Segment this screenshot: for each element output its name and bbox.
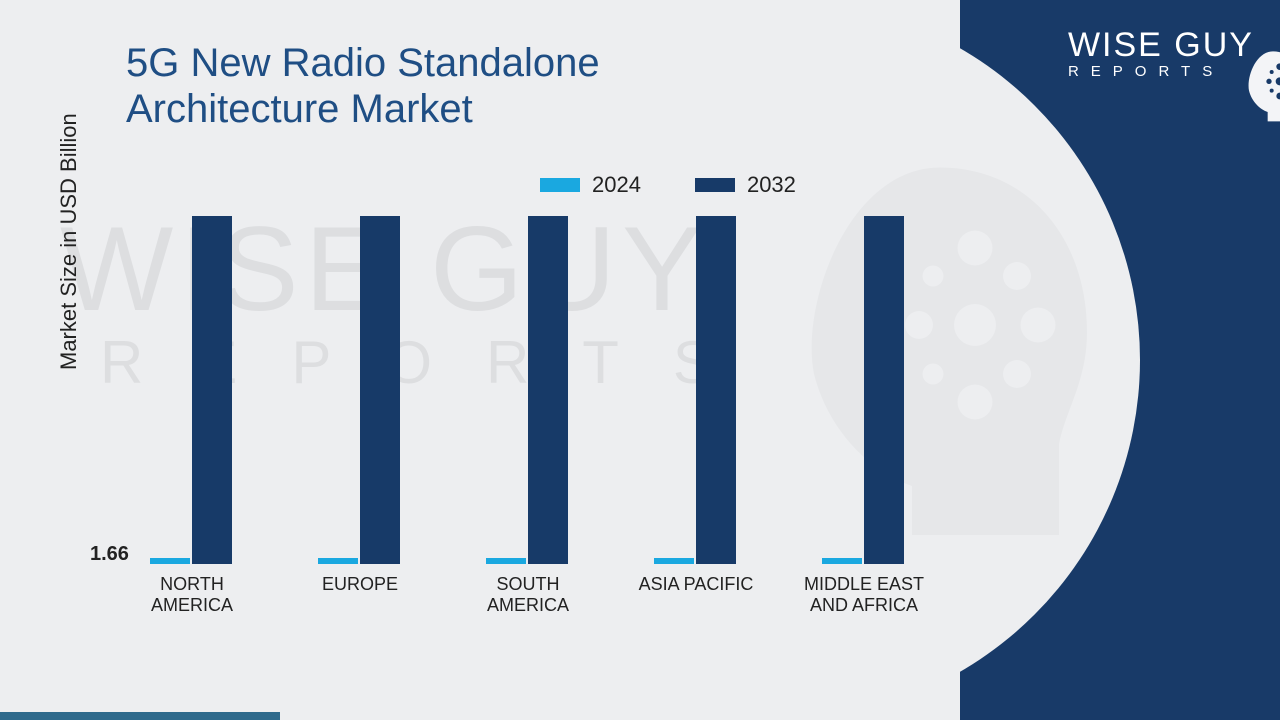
x-axis-label: EUROPE — [290, 574, 430, 595]
legend-swatch-2032 — [695, 178, 735, 192]
brand-logo: WISE GUY REPORTS — [1068, 26, 1254, 81]
bar-2032 — [864, 216, 904, 564]
bar-2032 — [696, 216, 736, 564]
first-bar-value-label: 1.66 — [90, 543, 129, 566]
chart-canvas: WISE GUY REPORTS 5G New Radio Standalone… — [0, 0, 1280, 720]
brand-line1: WISE GUY — [1068, 26, 1254, 65]
bar-2024 — [486, 558, 526, 564]
brand-head-icon — [1238, 48, 1280, 128]
legend-item-2024: 2024 — [540, 172, 641, 198]
bar-2032 — [192, 216, 232, 564]
y-axis-label: Market Size in USD Billion — [56, 113, 82, 370]
x-axis-label: MIDDLE EAST AND AFRICA — [794, 574, 934, 616]
bar-2024 — [822, 558, 862, 564]
legend-label-2024: 2024 — [592, 172, 641, 198]
bar-2024 — [654, 558, 694, 564]
x-axis-label: SOUTH AMERICA — [458, 574, 598, 616]
brand-line2: REPORTS — [1068, 63, 1254, 80]
legend-label-2032: 2032 — [747, 172, 796, 198]
chart-title: 5G New Radio Standalone Architecture Mar… — [126, 40, 746, 132]
bottom-accent-bar — [0, 712, 280, 720]
bar-2024 — [150, 558, 190, 564]
bar-2024 — [318, 558, 358, 564]
plot-area: 1.66 NORTH AMERICAEUROPESOUTH AMERICAASI… — [132, 216, 932, 564]
legend: 2024 2032 — [540, 172, 796, 198]
x-axis-label: ASIA PACIFIC — [626, 574, 766, 595]
legend-swatch-2024 — [540, 178, 580, 192]
bar-2032 — [528, 216, 568, 564]
x-axis-label: NORTH AMERICA — [122, 574, 262, 616]
legend-item-2032: 2032 — [695, 172, 796, 198]
bar-2032 — [360, 216, 400, 564]
